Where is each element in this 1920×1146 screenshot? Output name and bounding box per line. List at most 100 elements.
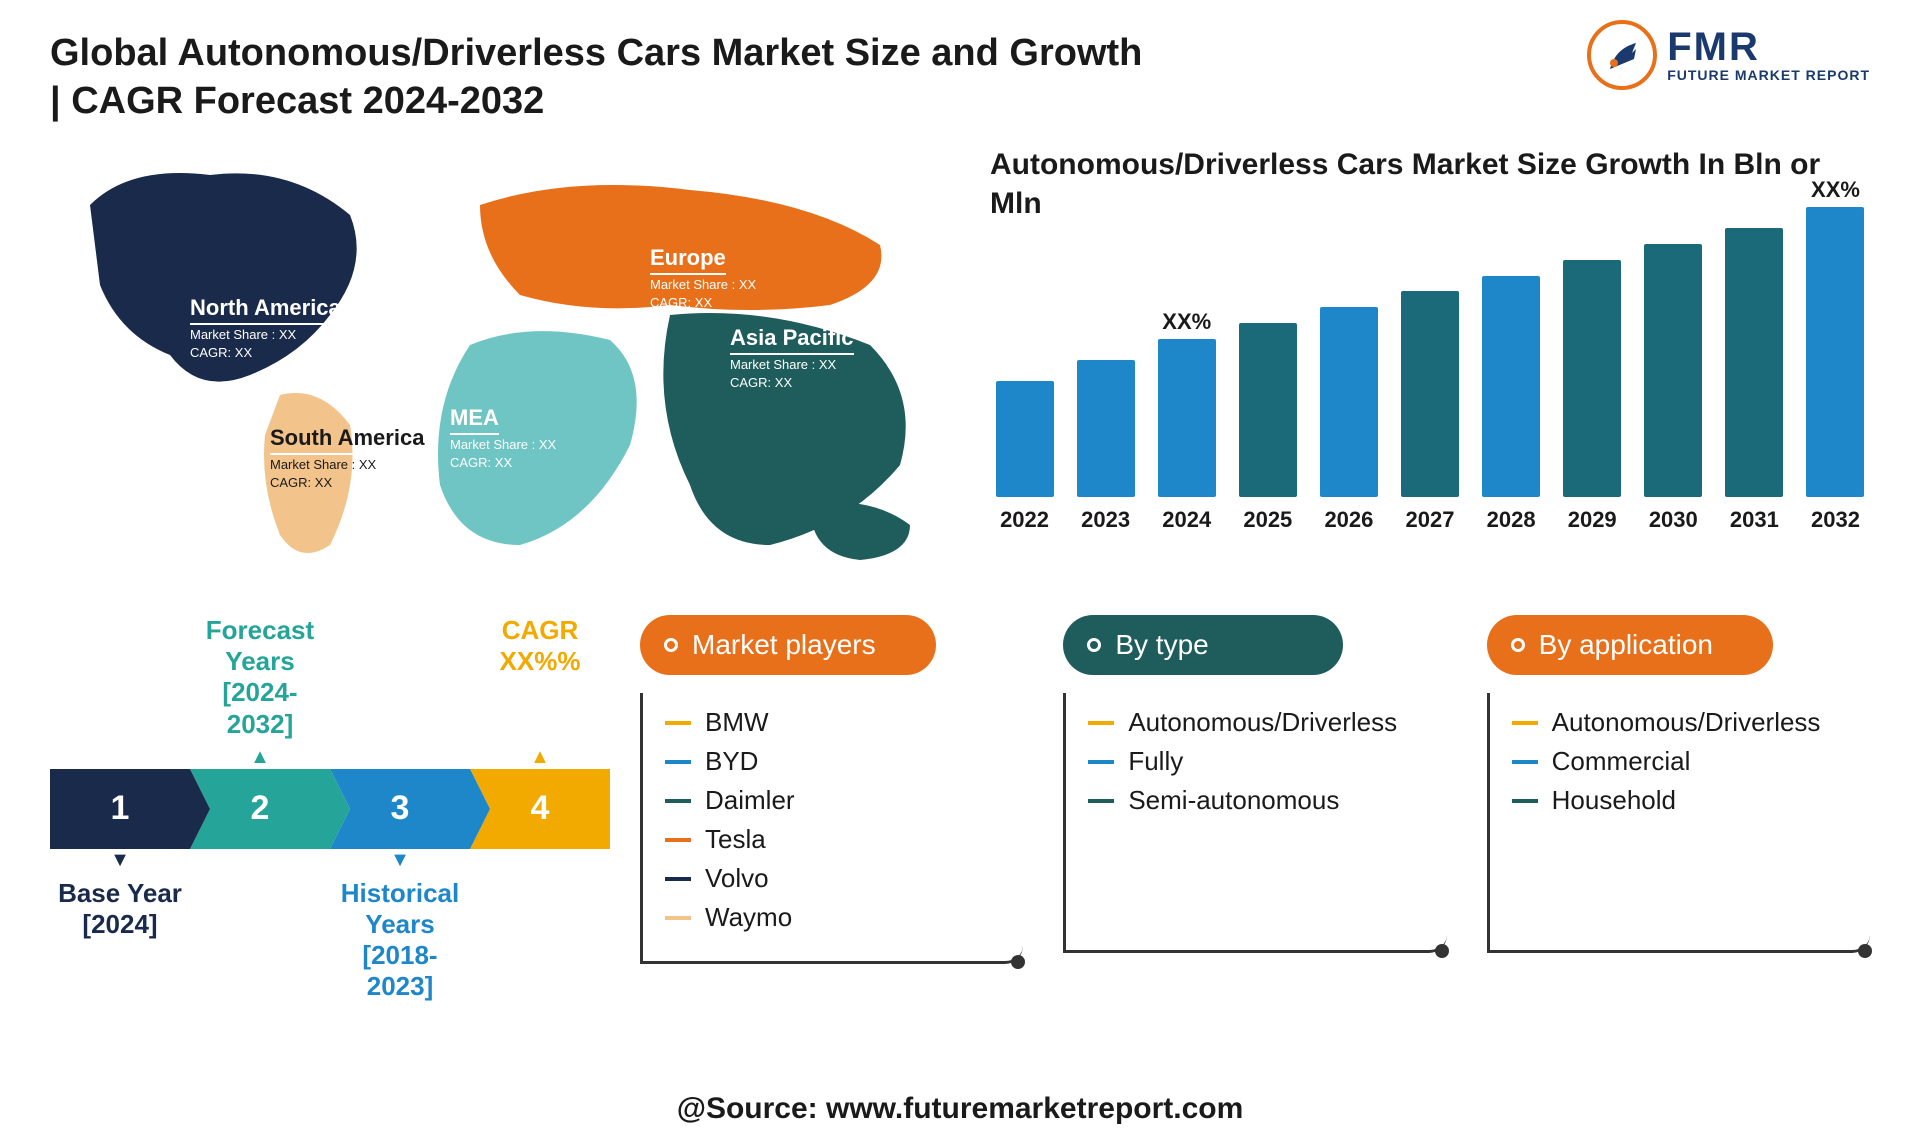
- bullet-dash-icon: [665, 838, 691, 842]
- column-title: By type: [1115, 629, 1208, 661]
- region-label-na: North America Market Share : XX CAGR: XX: [190, 295, 341, 360]
- list-item: Fully: [1088, 746, 1436, 777]
- bar-2026: 2026: [1314, 307, 1383, 533]
- item-label: Commercial: [1552, 746, 1691, 777]
- timeline-top-arrows: ▲▲: [50, 746, 610, 769]
- upper-section: North America Market Share : XX CAGR: XX…: [50, 145, 1870, 565]
- bullet-dash-icon: [1512, 799, 1538, 803]
- fmr-logo: FMR FUTURE MARKET REPORT: [1587, 20, 1870, 90]
- region-share: Market Share : XX: [650, 277, 756, 293]
- timeline-top-labels: Forecast Years [2024-2032]CAGR XX%%: [50, 615, 610, 740]
- list-item: Tesla: [665, 824, 1013, 855]
- timeline-arrow-down: ▼: [330, 849, 470, 872]
- bar-year-label: 2022: [1000, 507, 1049, 533]
- bar-2029: 2029: [1558, 260, 1627, 533]
- bullet-dash-icon: [665, 760, 691, 764]
- list-item: Household: [1512, 785, 1860, 816]
- page-title: Global Autonomous/Driverless Cars Market…: [50, 30, 1150, 125]
- bar-rect: [1077, 360, 1135, 497]
- item-label: Volvo: [705, 863, 769, 894]
- bar-2030: 2030: [1639, 244, 1708, 533]
- logo-main-text: FMR: [1667, 27, 1870, 67]
- column-header-pill: By type: [1063, 615, 1343, 675]
- timeline-bottom-label-0: Base Year [2024]: [50, 878, 190, 1003]
- bar-rect: [1482, 276, 1540, 497]
- bar-container: 20222023XX%20242025202620272028202920302…: [990, 243, 1870, 533]
- list-item: Autonomous/Driverless: [1088, 707, 1436, 738]
- source-footer: @Source: www.futuremarketreport.com: [0, 1092, 1920, 1126]
- timeline-step-4: 4: [470, 769, 610, 849]
- column-body: BMW BYD Daimler Tesla Volvo Waymo: [640, 693, 1023, 964]
- bar-rect: [1401, 291, 1459, 497]
- region-australia: [810, 503, 910, 561]
- fmr-logo-icon: [1587, 20, 1657, 90]
- timeline-arrow-up: [50, 746, 190, 769]
- bar-year-label: 2029: [1568, 507, 1617, 533]
- bar-2031: 2031: [1720, 228, 1789, 533]
- region-name: South America: [270, 425, 424, 455]
- bullet-dash-icon: [1512, 721, 1538, 725]
- region-name: MEA: [450, 405, 499, 435]
- item-label: Fully: [1128, 746, 1183, 777]
- timeline-top-label-3: CAGR XX%%: [470, 615, 610, 740]
- timeline-arrow-down: [190, 849, 330, 872]
- world-map: North America Market Share : XX CAGR: XX…: [50, 145, 950, 565]
- list-item: BMW: [665, 707, 1013, 738]
- item-label: BYD: [705, 746, 758, 777]
- bar-rect: [1806, 207, 1864, 497]
- region-cagr: CAGR: XX: [270, 475, 424, 491]
- timeline-bottom-label-3: [470, 878, 610, 1003]
- bar-2022: 2022: [990, 381, 1059, 533]
- timeline-arrow-down: [470, 849, 610, 872]
- column-body: Autonomous/Driverless Fully Semi-autonomou…: [1063, 693, 1446, 953]
- timeline-bottom-arrows: ▼▼: [50, 849, 610, 872]
- region-name: North America: [190, 295, 341, 325]
- region-label-sa: South America Market Share : XX CAGR: XX: [270, 425, 424, 490]
- region-name: Europe: [650, 245, 726, 275]
- item-label: Autonomous/Driverless: [1128, 707, 1397, 738]
- column-body: Autonomous/Driverless Commercial Household: [1487, 693, 1870, 953]
- bullet-dash-icon: [665, 799, 691, 803]
- region-label-eu: Europe Market Share : XX CAGR: XX: [650, 245, 756, 310]
- region-name: Asia Pacific: [730, 325, 854, 355]
- timeline-bottom-label-1: [190, 878, 330, 1003]
- bar-2023: 2023: [1071, 360, 1140, 533]
- bar-chart: Autonomous/Driverless Cars Market Size G…: [990, 145, 1870, 565]
- list-item: Waymo: [665, 902, 1013, 933]
- bullet-dash-icon: [1088, 760, 1114, 764]
- item-label: Waymo: [705, 902, 792, 933]
- timeline-bottom-labels: Base Year [2024]Historical Years [2018-2…: [50, 878, 610, 1003]
- list-item: Daimler: [665, 785, 1013, 816]
- timeline-top-label-0: [50, 615, 190, 740]
- bar-year-label: 2028: [1487, 507, 1536, 533]
- step-number: 2: [251, 789, 270, 828]
- item-label: Autonomous/Driverless: [1552, 707, 1821, 738]
- region-label-ap: Asia Pacific Market Share : XX CAGR: XX: [730, 325, 854, 390]
- column-header-pill: Market players: [640, 615, 936, 675]
- chart-title: Autonomous/Driverless Cars Market Size G…: [990, 145, 1870, 223]
- column-title: Market players: [692, 629, 876, 661]
- timeline-arrow-up: [330, 746, 470, 769]
- item-label: Semi-autonomous: [1128, 785, 1339, 816]
- fmr-logo-text: FMR FUTURE MARKET REPORT: [1667, 27, 1870, 83]
- bar-2032: XX%2032: [1801, 207, 1870, 533]
- info-column-2: By applicationAutonomous/DriverlessComme…: [1487, 615, 1870, 964]
- timeline-step-1: 1: [50, 769, 190, 849]
- bar-year-label: 2026: [1324, 507, 1373, 533]
- pill-dot-icon: [1087, 638, 1101, 652]
- timeline-step-3: 3: [330, 769, 470, 849]
- bullet-dash-icon: [665, 721, 691, 725]
- region-share: Market Share : XX: [450, 437, 556, 453]
- region-cagr: CAGR: XX: [650, 295, 756, 311]
- bar-2028: 2028: [1477, 276, 1546, 533]
- bullet-dash-icon: [1512, 760, 1538, 764]
- step-number: 3: [391, 789, 410, 828]
- info-column-0: Market players BMW BYD Daimler Tesla Volvo Way…: [640, 615, 1023, 964]
- bullet-dash-icon: [1088, 721, 1114, 725]
- info-column-1: By type Autonomous/Driverless Fully Semi-au…: [1063, 615, 1446, 964]
- bar-rect: [1320, 307, 1378, 497]
- region-cagr: CAGR: XX: [730, 375, 854, 391]
- bar-year-label: 2024: [1162, 507, 1211, 533]
- bar-2025: 2025: [1233, 323, 1302, 533]
- bar-annotation: XX%: [1811, 177, 1860, 203]
